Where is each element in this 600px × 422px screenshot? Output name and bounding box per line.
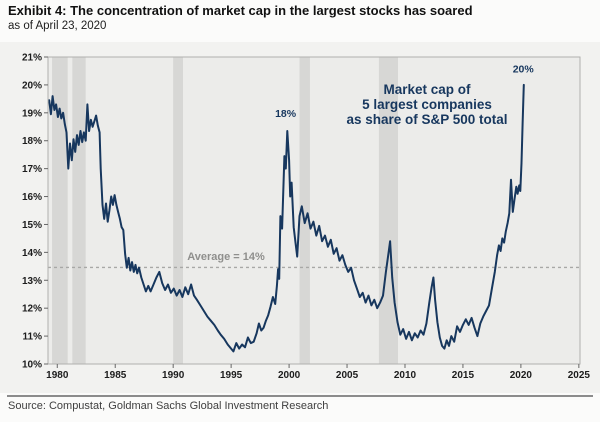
y-axis-label: 13% [22,276,42,287]
exhibit-title: Exhibit 4: The concentration of market c… [8,3,473,18]
series-annotation-line: Market cap of [383,82,471,97]
footer-separator-line [7,395,593,397]
series-annotation-line: as share of S&P 500 total [346,112,507,127]
x-axis-label: 1980 [46,370,69,381]
x-axis-label: 1990 [162,370,185,381]
x-axis-label: 2000 [278,370,301,381]
series-annotation-line: 5 largest companies [362,97,492,112]
exhibit-subtitle: as of April 23, 2020 [8,20,107,32]
y-axis-label: 21% [22,53,42,64]
average-label: Average = 14% [187,251,265,263]
y-axis-label: 18% [22,136,42,147]
x-axis-label: 1995 [220,370,243,381]
y-axis-label: 20% [22,80,42,91]
recession-band [52,57,68,364]
y-axis-label: 15% [22,220,42,231]
x-axis-label: 2025 [568,370,591,381]
y-axis-label: 10% [22,360,42,371]
x-axis-label: 2015 [452,370,475,381]
recession-band [299,57,310,364]
recession-band [173,57,184,364]
y-axis-label: 16% [22,192,42,203]
y-axis-label: 11% [23,332,43,343]
x-axis-label: 2005 [336,370,359,381]
y-axis-label: 14% [22,248,42,259]
point-label: 18% [275,108,297,120]
source-text: Source: Compustat, Goldman Sachs Global … [8,400,329,412]
y-axis-label: 19% [22,108,42,119]
market-cap-share-line [48,83,525,353]
recession-band [72,57,86,364]
x-axis-label: 1985 [104,370,127,381]
plot-border [47,56,581,365]
x-axis-label: 2020 [510,370,533,381]
y-axis-label: 12% [22,304,42,315]
y-axis-label: 17% [22,164,42,175]
x-axis-label: 2010 [394,370,417,381]
plot-area [48,57,580,364]
point-label: 20% [513,63,535,75]
